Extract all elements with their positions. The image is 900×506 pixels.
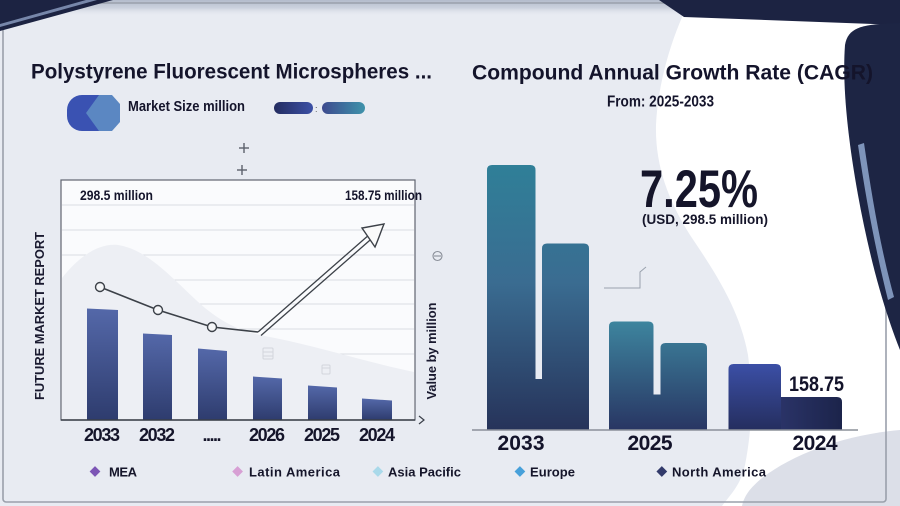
svg-text:Polystyrene Fluorescent Micros: Polystyrene Fluorescent Microspheres ... xyxy=(31,61,432,84)
svg-text:Latin America: Latin America xyxy=(249,465,341,480)
svg-text:Value by million: Value by million xyxy=(425,303,439,400)
svg-text:2024: 2024 xyxy=(793,432,838,455)
svg-text::: : xyxy=(315,104,318,114)
svg-text:2025: 2025 xyxy=(304,425,340,445)
svg-text:2024: 2024 xyxy=(359,425,395,445)
svg-text:Compound Annual Growth Rate (C: Compound Annual Growth Rate (CAGR) xyxy=(472,62,873,85)
svg-text:2032: 2032 xyxy=(139,425,175,445)
svg-text:FUTURE MARKET REPORT: FUTURE MARKET REPORT xyxy=(33,232,47,400)
svg-text:Europe: Europe xyxy=(530,465,575,480)
svg-text:2033: 2033 xyxy=(498,432,545,455)
svg-text:(USD, 298.5 million): (USD, 298.5 million) xyxy=(642,211,768,227)
svg-text:2026: 2026 xyxy=(249,425,285,445)
svg-text:.....: ..... xyxy=(203,425,222,445)
svg-text:2025: 2025 xyxy=(628,432,673,455)
svg-text:2033: 2033 xyxy=(84,425,120,445)
svg-text:7.25%: 7.25% xyxy=(640,160,758,219)
svg-text:MEA: MEA xyxy=(109,465,138,480)
svg-text:158.75: 158.75 xyxy=(789,373,844,396)
svg-text:From: 2025-2033: From: 2025-2033 xyxy=(607,94,714,111)
svg-text:298.5 million: 298.5 million xyxy=(80,187,153,203)
svg-text:North America: North America xyxy=(672,465,767,480)
svg-text:Asia Pacific: Asia Pacific xyxy=(388,465,461,480)
svg-text:Market Size million: Market Size million xyxy=(128,98,245,115)
svg-text:158.75 million: 158.75 million xyxy=(345,187,422,203)
